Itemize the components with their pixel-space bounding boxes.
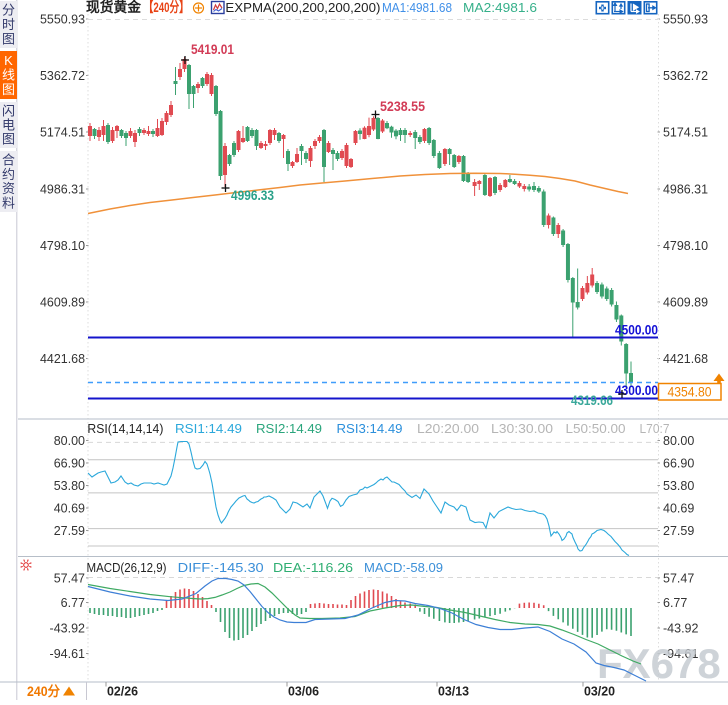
svg-text:4986.31: 4986.31: [663, 183, 708, 197]
svg-text:03/13: 03/13: [438, 684, 469, 699]
svg-text:现货黄金: 现货黄金: [86, 0, 142, 15]
svg-text:80.00: 80.00: [663, 434, 694, 448]
svg-text:MA1:4981.68: MA1:4981.68: [382, 0, 452, 15]
svg-text:料: 料: [2, 195, 15, 210]
svg-text:L20:20.00: L20:20.00: [417, 421, 479, 436]
svg-text:4798.10: 4798.10: [40, 239, 85, 253]
svg-text:240分: 240分: [27, 684, 60, 699]
svg-text:线: 线: [2, 68, 15, 83]
svg-text:02/26: 02/26: [107, 684, 138, 699]
svg-text:40.69: 40.69: [663, 502, 694, 516]
svg-text:MA2:4981.6: MA2:4981.6: [463, 0, 537, 15]
svg-text:57.47: 57.47: [663, 571, 694, 585]
svg-text:-43.92: -43.92: [663, 622, 698, 636]
svg-text:4609.89: 4609.89: [663, 296, 708, 310]
svg-text:L70:7: L70:7: [640, 421, 670, 436]
svg-text:53.80: 53.80: [54, 479, 85, 493]
svg-text:5174.51: 5174.51: [40, 126, 85, 140]
svg-text:约: 约: [2, 167, 15, 182]
svg-text:RSI(14,14,14): RSI(14,14,14): [87, 421, 163, 436]
svg-text:4798.10: 4798.10: [663, 239, 708, 253]
svg-text:电: 电: [2, 118, 15, 133]
svg-text:-43.92: -43.92: [50, 622, 85, 636]
svg-text:5362.72: 5362.72: [663, 69, 708, 83]
svg-text:K: K: [4, 53, 13, 68]
svg-text:03/20: 03/20: [584, 684, 615, 699]
svg-text:40.69: 40.69: [54, 502, 85, 516]
svg-text:L30:30.00: L30:30.00: [491, 421, 553, 436]
svg-text:图: 图: [2, 82, 15, 97]
svg-text:4986.31: 4986.31: [40, 183, 85, 197]
svg-text:合: 合: [2, 153, 15, 168]
svg-text:03/06: 03/06: [288, 684, 319, 699]
svg-text:【240分】: 【240分】: [144, 0, 189, 15]
svg-text:分: 分: [2, 3, 15, 18]
svg-text:27.59: 27.59: [54, 524, 85, 538]
svg-text:4500.00: 4500.00: [615, 322, 658, 338]
svg-text:5550.93: 5550.93: [40, 13, 85, 27]
svg-text:-94.61: -94.61: [663, 647, 698, 661]
svg-text:RSI3:14.49: RSI3:14.49: [337, 421, 403, 436]
svg-text:RSI1:14.49: RSI1:14.49: [175, 421, 242, 436]
svg-text:5550.93: 5550.93: [663, 13, 708, 27]
svg-text:4421.68: 4421.68: [663, 352, 708, 366]
svg-text:4354.80: 4354.80: [668, 385, 712, 400]
svg-text:66.90: 66.90: [663, 457, 694, 471]
svg-text:4996.33: 4996.33: [231, 188, 274, 203]
svg-text:时: 时: [2, 17, 15, 32]
svg-text:80.00: 80.00: [54, 434, 85, 448]
svg-text:FX678: FX678: [597, 640, 721, 687]
svg-text:DEA:-116.26: DEA:-116.26: [273, 560, 353, 575]
svg-text:5174.51: 5174.51: [663, 126, 708, 140]
svg-text:5238.55: 5238.55: [380, 99, 425, 114]
svg-text:图: 图: [2, 132, 15, 147]
svg-text:53.80: 53.80: [663, 479, 694, 493]
svg-text:27.59: 27.59: [663, 524, 694, 538]
svg-text:MACD:-58.09: MACD:-58.09: [364, 560, 443, 575]
svg-text:闪: 闪: [2, 104, 15, 119]
svg-text:4609.89: 4609.89: [40, 296, 85, 310]
svg-text:DIFF:-145.30: DIFF:-145.30: [178, 560, 264, 575]
svg-text:-94.61: -94.61: [50, 647, 85, 661]
svg-text:EXPMA(200,200,200,200): EXPMA(200,200,200,200): [225, 0, 380, 15]
svg-text:66.90: 66.90: [54, 457, 85, 471]
svg-text:图: 图: [2, 31, 15, 46]
svg-text:57.47: 57.47: [54, 571, 85, 585]
svg-text:6.77: 6.77: [663, 596, 687, 610]
svg-text:L50:50.00: L50:50.00: [566, 421, 626, 436]
svg-text:5419.01: 5419.01: [191, 42, 234, 57]
svg-text:资: 资: [2, 181, 15, 196]
svg-text:4421.68: 4421.68: [40, 352, 85, 366]
svg-text:MACD(26,12,9): MACD(26,12,9): [87, 560, 167, 575]
svg-text:6.77: 6.77: [61, 596, 85, 610]
svg-text:RSI2:14.49: RSI2:14.49: [256, 421, 322, 436]
svg-text:5362.72: 5362.72: [40, 69, 85, 83]
svg-text:4319.66: 4319.66: [571, 393, 613, 408]
